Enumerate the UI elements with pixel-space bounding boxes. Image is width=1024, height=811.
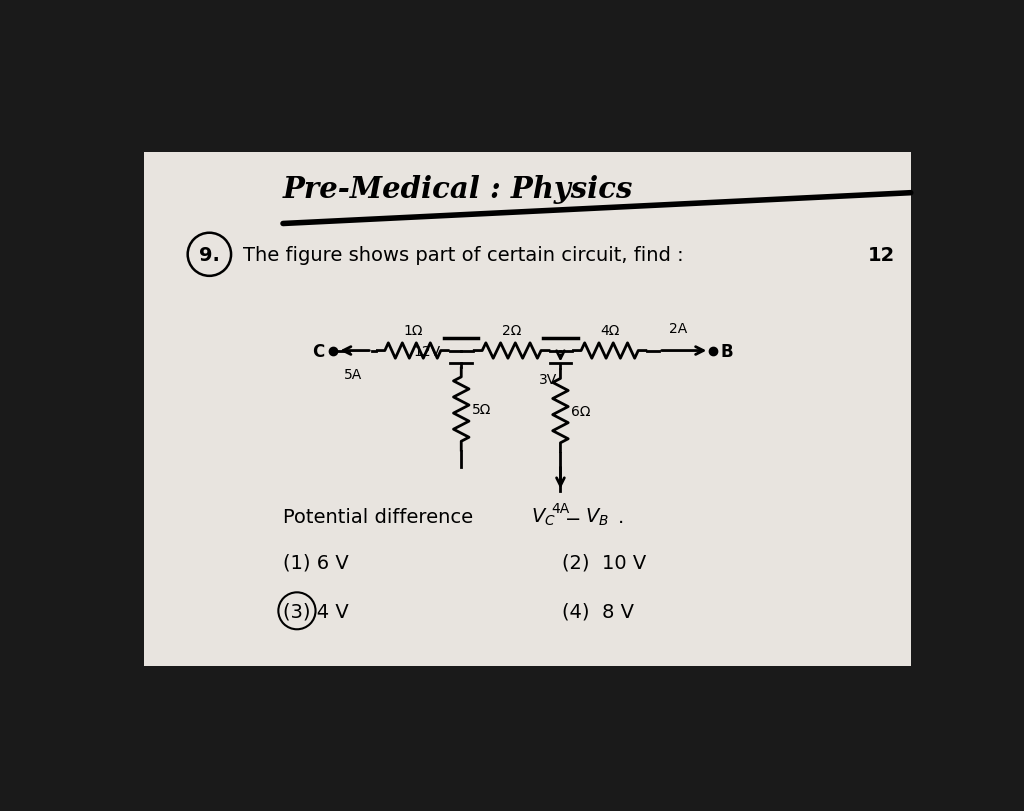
Circle shape [187,234,231,277]
Text: 4Ω: 4Ω [600,324,620,337]
Text: 9.: 9. [199,246,220,264]
Text: 5A: 5A [344,368,361,382]
FancyBboxPatch shape [143,152,910,667]
Circle shape [279,593,315,629]
Text: B: B [721,342,733,360]
Text: 5Ω: 5Ω [472,402,492,417]
Text: $-$: $-$ [563,507,580,526]
Text: Potential difference: Potential difference [283,507,479,526]
Text: .: . [617,507,624,526]
Text: Pre-Medical : Physics: Pre-Medical : Physics [283,174,634,204]
Text: 2Ω: 2Ω [502,324,521,337]
Text: 1Ω: 1Ω [403,324,423,337]
Text: (1) 6 V: (1) 6 V [283,553,349,572]
Text: 6Ω: 6Ω [571,404,591,418]
Text: 3V: 3V [539,372,557,387]
Text: $V_C$: $V_C$ [531,506,556,527]
Text: $V_B$: $V_B$ [586,506,609,527]
Text: 12V: 12V [414,344,440,358]
Text: (4)  8 V: (4) 8 V [562,602,634,620]
Text: 12: 12 [868,246,895,264]
Text: (2)  10 V: (2) 10 V [562,553,646,572]
Text: The figure shows part of certain circuit, find :: The figure shows part of certain circuit… [243,246,683,264]
Text: (3) 4 V: (3) 4 V [283,602,349,620]
Text: 2A: 2A [669,322,687,336]
Text: 4A: 4A [551,501,569,515]
Text: C: C [312,342,324,360]
